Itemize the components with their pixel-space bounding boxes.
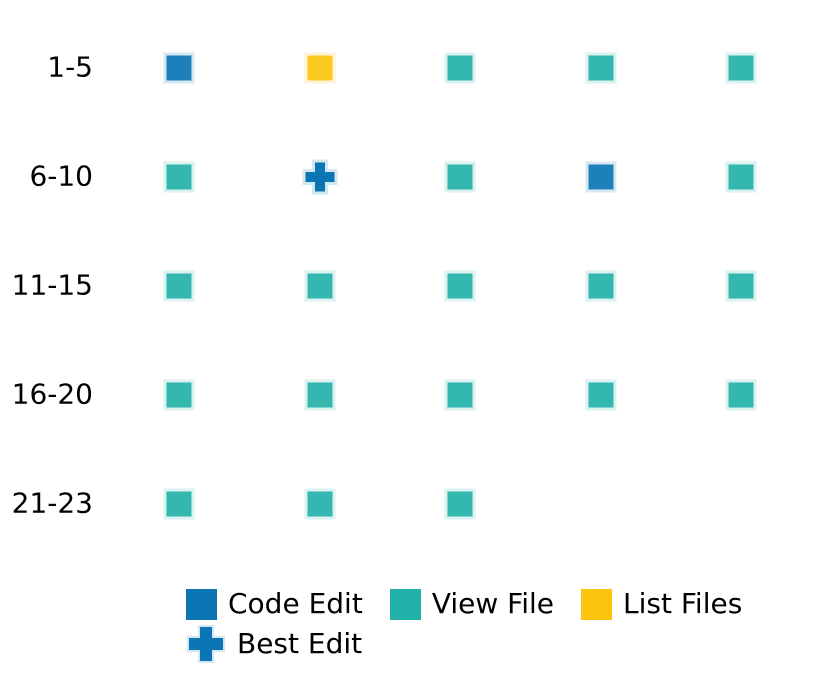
marker-view-file (307, 491, 332, 517)
square-icon (447, 491, 473, 517)
legend-swatch-icon (581, 588, 613, 620)
square-icon (307, 382, 332, 408)
marker-view-file (588, 55, 613, 81)
marker-view-file (307, 382, 332, 408)
marker-view-file (447, 382, 473, 408)
square-icon (728, 164, 754, 190)
square-icon (166, 382, 192, 408)
row-label: 21-23 (11, 486, 93, 520)
square-icon (307, 55, 332, 81)
square-icon (728, 382, 754, 408)
square-icon (307, 491, 332, 517)
marker-list-files (307, 55, 332, 81)
square-icon (447, 273, 473, 299)
legend-swatch-icon (389, 588, 421, 620)
square-icon (588, 382, 613, 408)
marker-code-edit (166, 55, 192, 81)
square-icon (447, 164, 473, 190)
legend-label: List Files (623, 587, 743, 620)
square-icon (728, 55, 754, 81)
square-icon (447, 382, 473, 408)
legend-label: Best Edit (237, 627, 363, 660)
legend-label: Code Edit (228, 587, 363, 620)
marker-view-file (166, 491, 192, 517)
square-icon (728, 273, 754, 299)
legend-item-view-file: View File (389, 587, 555, 620)
square-icon (166, 491, 192, 517)
square-icon (166, 55, 192, 81)
legend-row: Best Edit (186, 625, 742, 663)
square-icon (588, 55, 613, 81)
row-label: 1-5 (47, 50, 93, 84)
marker-view-file (447, 164, 473, 190)
marker-view-file (447, 273, 473, 299)
legend-label: View File (431, 587, 555, 620)
row-label: 11-15 (11, 268, 93, 302)
plus-icon (302, 159, 337, 195)
marker-view-file (588, 382, 613, 408)
marker-best-edit (301, 159, 338, 196)
marker-view-file (166, 164, 192, 190)
legend-item-list-files: List Files (581, 587, 743, 620)
legend-plus-icon (187, 625, 225, 663)
legend-swatch-icon (186, 588, 217, 620)
square-icon (166, 164, 192, 190)
square-icon (307, 273, 332, 299)
row-label: 6-10 (29, 159, 93, 193)
legend-row: Code Edit View File List Files (186, 588, 742, 620)
marker-view-file (728, 55, 754, 81)
marker-view-file (728, 164, 754, 190)
legend-item-code-edit: Code Edit (186, 587, 363, 620)
marker-view-file (166, 382, 192, 408)
marker-view-file (728, 273, 754, 299)
marker-view-file (447, 55, 473, 81)
marker-view-file (166, 273, 192, 299)
square-icon (588, 273, 613, 299)
square-icon (588, 164, 613, 190)
marker-view-file (588, 273, 613, 299)
square-icon (166, 273, 192, 299)
marker-view-file (728, 382, 754, 408)
square-icon (447, 55, 473, 81)
row-label: 16-20 (11, 377, 93, 411)
marker-view-file (307, 273, 332, 299)
marker-code-edit (588, 164, 613, 190)
legend-item-best-edit: Best Edit (186, 624, 362, 664)
marker-view-file (447, 491, 473, 517)
legend: Code Edit View File List Files Best Edit (186, 588, 742, 668)
